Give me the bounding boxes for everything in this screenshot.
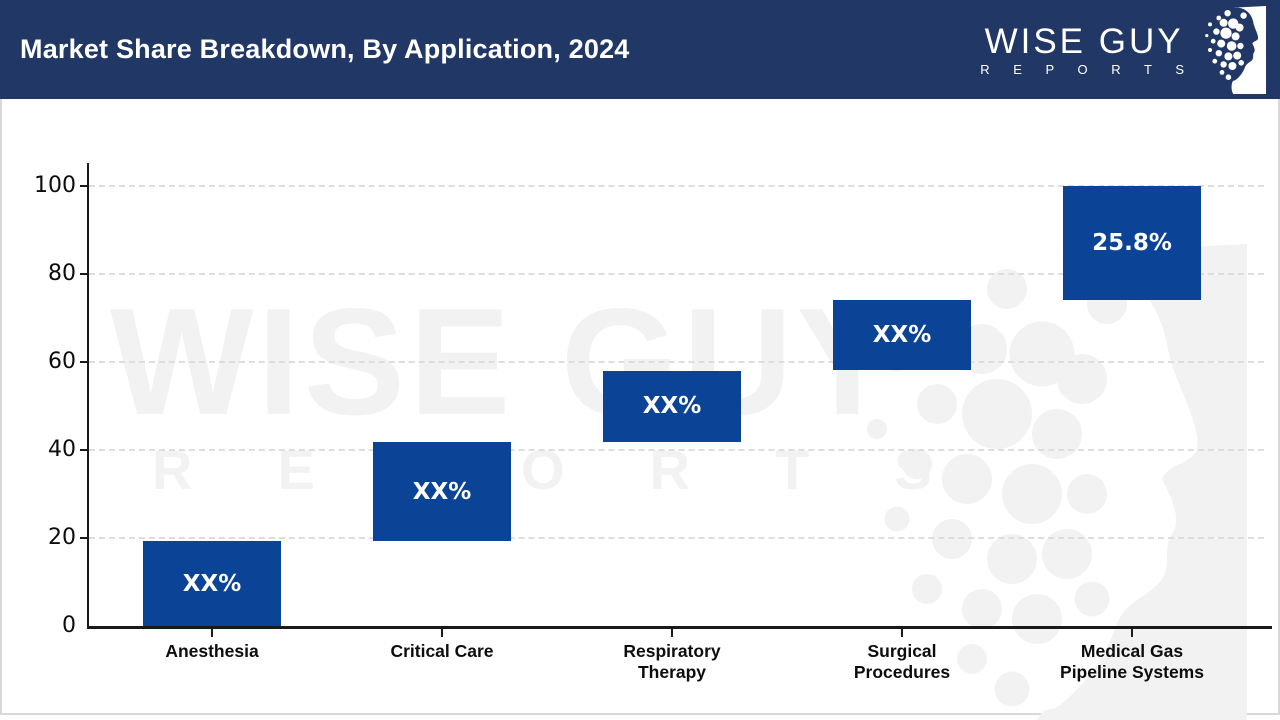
x-axis-category-medical-gas-pipeline-systems: Medical Gas Pipeline Systems: [1012, 641, 1252, 683]
x-axis-category-line: Critical Care: [390, 641, 494, 661]
y-axis-tick-mark: [80, 360, 89, 363]
x-axis-category-respiratory-therapy: Respiratory Therapy: [552, 641, 792, 683]
watermark-subtitle: R E P O R T S: [152, 438, 967, 501]
x-axis-category-surgical-procedures: Surgical Procedures: [782, 641, 1022, 683]
brand-logo: WISE GUY R E P O R T S: [974, 6, 1272, 94]
logo-face-icon: [1205, 6, 1266, 94]
x-axis-category-line: Medical Gas: [1080, 641, 1184, 661]
y-axis-tick-label: 80: [48, 260, 76, 286]
x-axis-tick-mark: [671, 629, 673, 637]
x-axis-category-line: Anesthesia: [165, 641, 259, 661]
bar-value-label: XX%: [872, 322, 932, 349]
chart-card: WISE GUY R E P O R T S 0 20 40 60 80 100 XX% An…: [0, 99, 1280, 720]
y-axis-tick-label: 0: [62, 613, 76, 638]
y-axis-tick-label: 60: [48, 348, 76, 374]
gridline-60: [89, 360, 1264, 363]
gridline-100: [89, 184, 1264, 187]
bar-value-label: XX%: [412, 478, 472, 505]
bar-value-label: 25.8%: [1092, 229, 1172, 256]
gridline-20: [89, 536, 1264, 539]
logo-wordmark: WISE GUY R E P O R T S: [974, 21, 1194, 77]
x-axis-tick-mark: [441, 629, 443, 637]
y-axis-tick-mark: [80, 448, 89, 451]
bar-surgical-procedures: XX%: [833, 299, 971, 371]
y-axis-tick-mark: [80, 536, 89, 539]
x-axis-tick-mark: [1131, 629, 1133, 637]
page-title: Market Share Breakdown, By Application, …: [20, 34, 630, 64]
y-axis-line: [87, 163, 89, 628]
x-axis-category-anesthesia: Anesthesia: [92, 641, 332, 662]
x-axis-tick-mark: [211, 629, 213, 637]
y-axis-tick-mark: [80, 272, 89, 275]
bar-anesthesia: XX%: [143, 541, 281, 626]
bar-critical-care: XX%: [373, 441, 511, 542]
x-axis-category-line: Procedures: [853, 662, 951, 682]
bar-value-label: XX%: [642, 393, 702, 420]
y-axis-tick-mark: [80, 184, 89, 187]
x-axis-category-critical-care: Critical Care: [322, 641, 562, 662]
x-axis-category-line: Surgical: [867, 641, 937, 661]
header: Market Share Breakdown, By Application, …: [0, 0, 1280, 99]
gridline-40: [89, 448, 1264, 451]
x-axis-category-line: Respiratory: [623, 641, 721, 661]
y-axis-tick-label: 20: [48, 524, 76, 550]
logo-wordmark-line1: WISE GUY: [984, 21, 1184, 61]
bar-respiratory-therapy: XX%: [603, 370, 741, 442]
logo-wordmark-line2: R E P O R T S: [980, 61, 1194, 77]
y-axis-tick-label: 100: [34, 172, 76, 198]
x-axis-category-line: Therapy: [637, 662, 707, 682]
y-axis-tick-label: 40: [48, 436, 76, 462]
gridline-80: [89, 272, 1264, 275]
bar-value-label: XX%: [182, 570, 242, 597]
bar-medical-gas-pipeline-systems: 25.8%: [1063, 185, 1201, 300]
x-axis-category-line: Pipeline Systems: [1060, 662, 1204, 682]
x-axis-line: [87, 626, 1272, 629]
x-axis-tick-mark: [901, 629, 903, 637]
